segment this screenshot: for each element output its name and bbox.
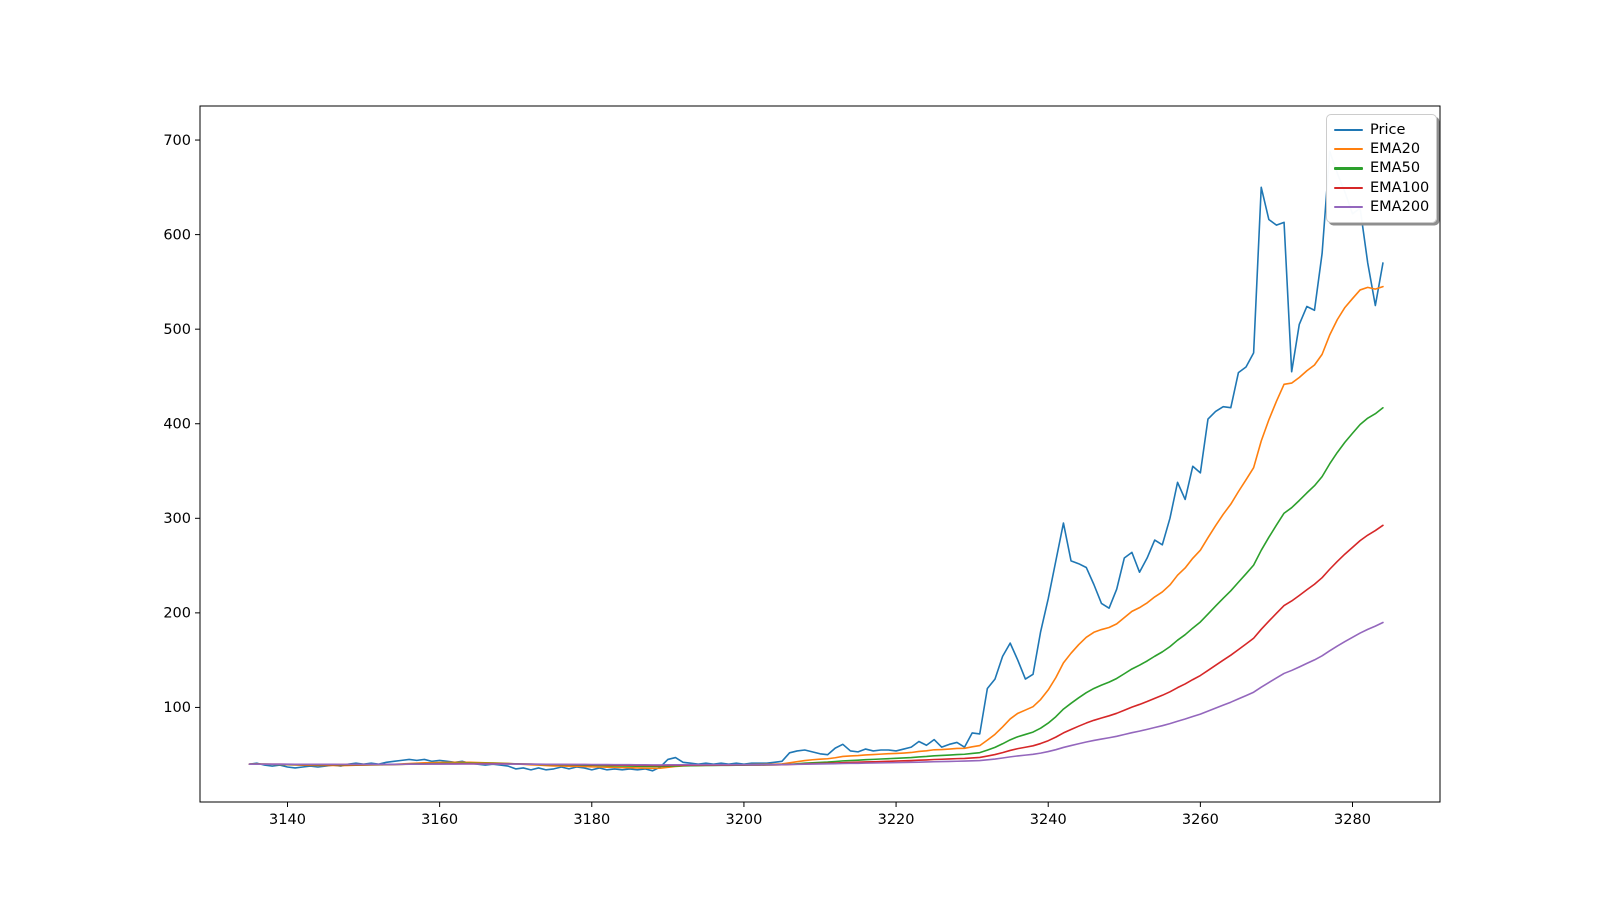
ema100-line: [248, 524, 1384, 767]
ema20-line-sample: [1334, 148, 1363, 151]
legend-label-ema200: EMA200: [1370, 198, 1430, 215]
ema100-line-sample: [1334, 186, 1363, 189]
x-tick-label: 3260: [1182, 812, 1219, 828]
legend-item-price: Price: [1334, 121, 1428, 139]
legend: Price EMA20 EMA50 EMA100 EMA200: [1326, 114, 1437, 223]
legend-label-ema50: EMA50: [1370, 160, 1421, 177]
x-tick-label: 3220: [878, 812, 915, 828]
ema200-line-sample: [1334, 205, 1363, 209]
x-tick-label: 3180: [573, 812, 610, 828]
legend-label-ema100: EMA100: [1370, 179, 1430, 196]
ema50-line-sample: [1334, 167, 1363, 170]
y-tick-label: 400: [163, 417, 191, 433]
ema200-line: [248, 621, 1384, 766]
y-tick-label: 300: [163, 511, 191, 527]
legend-label-ema20: EMA20: [1370, 141, 1421, 157]
y-tick-label: 600: [163, 227, 191, 243]
x-tick-label: 3280: [1334, 812, 1371, 828]
price-line-sample: [1334, 128, 1363, 132]
y-tick-label: 200: [163, 606, 191, 622]
axes-spines: [199, 105, 1441, 803]
y-tick-label: 700: [163, 133, 191, 149]
ema50-line: [248, 406, 1384, 768]
legend-label-price: Price: [1370, 121, 1406, 138]
x-tick-label: 3140: [269, 812, 306, 828]
x-tick-label: 3160: [421, 812, 458, 828]
x-tick-label: 3240: [1030, 812, 1067, 828]
legend-item-ema200: EMA200: [1334, 198, 1430, 216]
y-tick-label: 500: [163, 322, 191, 338]
y-tick-label: 100: [163, 700, 191, 716]
legend-item-ema20: EMA20: [1334, 140, 1428, 158]
ema20-line: [248, 285, 1384, 770]
legend-item-ema50: EMA50: [1334, 160, 1428, 178]
x-tick-label: 3200: [725, 812, 762, 828]
legend-item-ema100: EMA100: [1334, 179, 1430, 197]
price-line: [248, 150, 1384, 772]
